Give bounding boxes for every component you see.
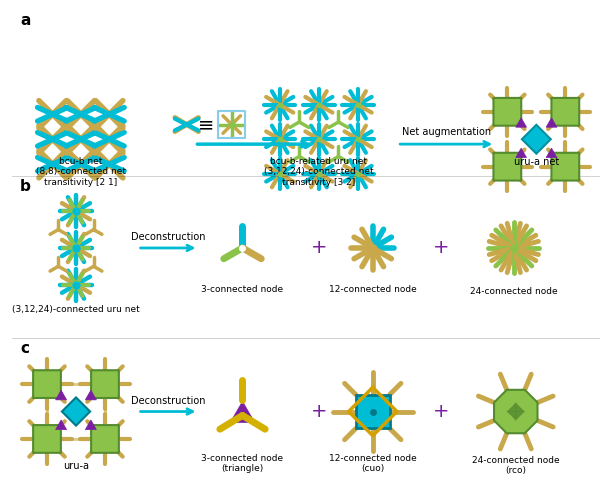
Text: 24-connected node
(rco): 24-connected node (rco) bbox=[472, 456, 560, 475]
Polygon shape bbox=[56, 390, 67, 400]
Text: uru-a: uru-a bbox=[63, 461, 89, 470]
FancyBboxPatch shape bbox=[91, 425, 119, 453]
Text: uru-a net: uru-a net bbox=[514, 157, 559, 167]
FancyBboxPatch shape bbox=[91, 370, 119, 398]
Polygon shape bbox=[85, 390, 97, 400]
Text: +: + bbox=[433, 402, 449, 421]
Text: +: + bbox=[311, 239, 327, 257]
Text: Deconstruction: Deconstruction bbox=[131, 396, 205, 405]
Text: a: a bbox=[20, 13, 31, 28]
Text: b: b bbox=[20, 180, 31, 194]
FancyBboxPatch shape bbox=[551, 153, 579, 181]
FancyBboxPatch shape bbox=[493, 98, 521, 125]
Polygon shape bbox=[62, 398, 90, 426]
Text: 12-connected node: 12-connected node bbox=[329, 285, 416, 294]
Text: 12-connected node
(cuo): 12-connected node (cuo) bbox=[329, 454, 416, 473]
Polygon shape bbox=[516, 148, 527, 157]
Text: (3,12,24)-connected uru net: (3,12,24)-connected uru net bbox=[12, 305, 140, 314]
FancyBboxPatch shape bbox=[493, 153, 521, 181]
Text: ≡: ≡ bbox=[198, 115, 214, 134]
Text: c: c bbox=[20, 341, 29, 356]
FancyBboxPatch shape bbox=[33, 425, 61, 453]
Polygon shape bbox=[507, 404, 516, 419]
Polygon shape bbox=[508, 402, 523, 411]
Text: +: + bbox=[311, 402, 327, 421]
Text: 24-connected node: 24-connected node bbox=[470, 287, 557, 296]
Polygon shape bbox=[516, 404, 524, 419]
Text: 3-connected node: 3-connected node bbox=[202, 285, 284, 294]
Text: bcu-b-related uru net
(3,12,24)-connected net
transitivity [3 2]: bcu-b-related uru net (3,12,24)-connecte… bbox=[264, 157, 374, 186]
Polygon shape bbox=[508, 411, 523, 421]
FancyBboxPatch shape bbox=[356, 395, 389, 429]
Polygon shape bbox=[546, 148, 557, 157]
Text: +: + bbox=[433, 239, 449, 257]
Polygon shape bbox=[494, 390, 538, 433]
Text: Deconstruction: Deconstruction bbox=[131, 232, 205, 242]
Polygon shape bbox=[516, 118, 527, 127]
FancyBboxPatch shape bbox=[551, 98, 579, 125]
Polygon shape bbox=[546, 118, 557, 127]
Polygon shape bbox=[85, 420, 97, 430]
Text: 3-connected node
(triangle): 3-connected node (triangle) bbox=[202, 454, 284, 473]
Text: Net augmentation: Net augmentation bbox=[401, 127, 491, 137]
Polygon shape bbox=[56, 420, 67, 430]
Text: bcu-b net
(8,8)-connected net
transitivity [2 1]: bcu-b net (8,8)-connected net transitivi… bbox=[36, 157, 126, 186]
FancyBboxPatch shape bbox=[33, 370, 61, 398]
Polygon shape bbox=[522, 125, 551, 154]
Polygon shape bbox=[230, 401, 255, 423]
